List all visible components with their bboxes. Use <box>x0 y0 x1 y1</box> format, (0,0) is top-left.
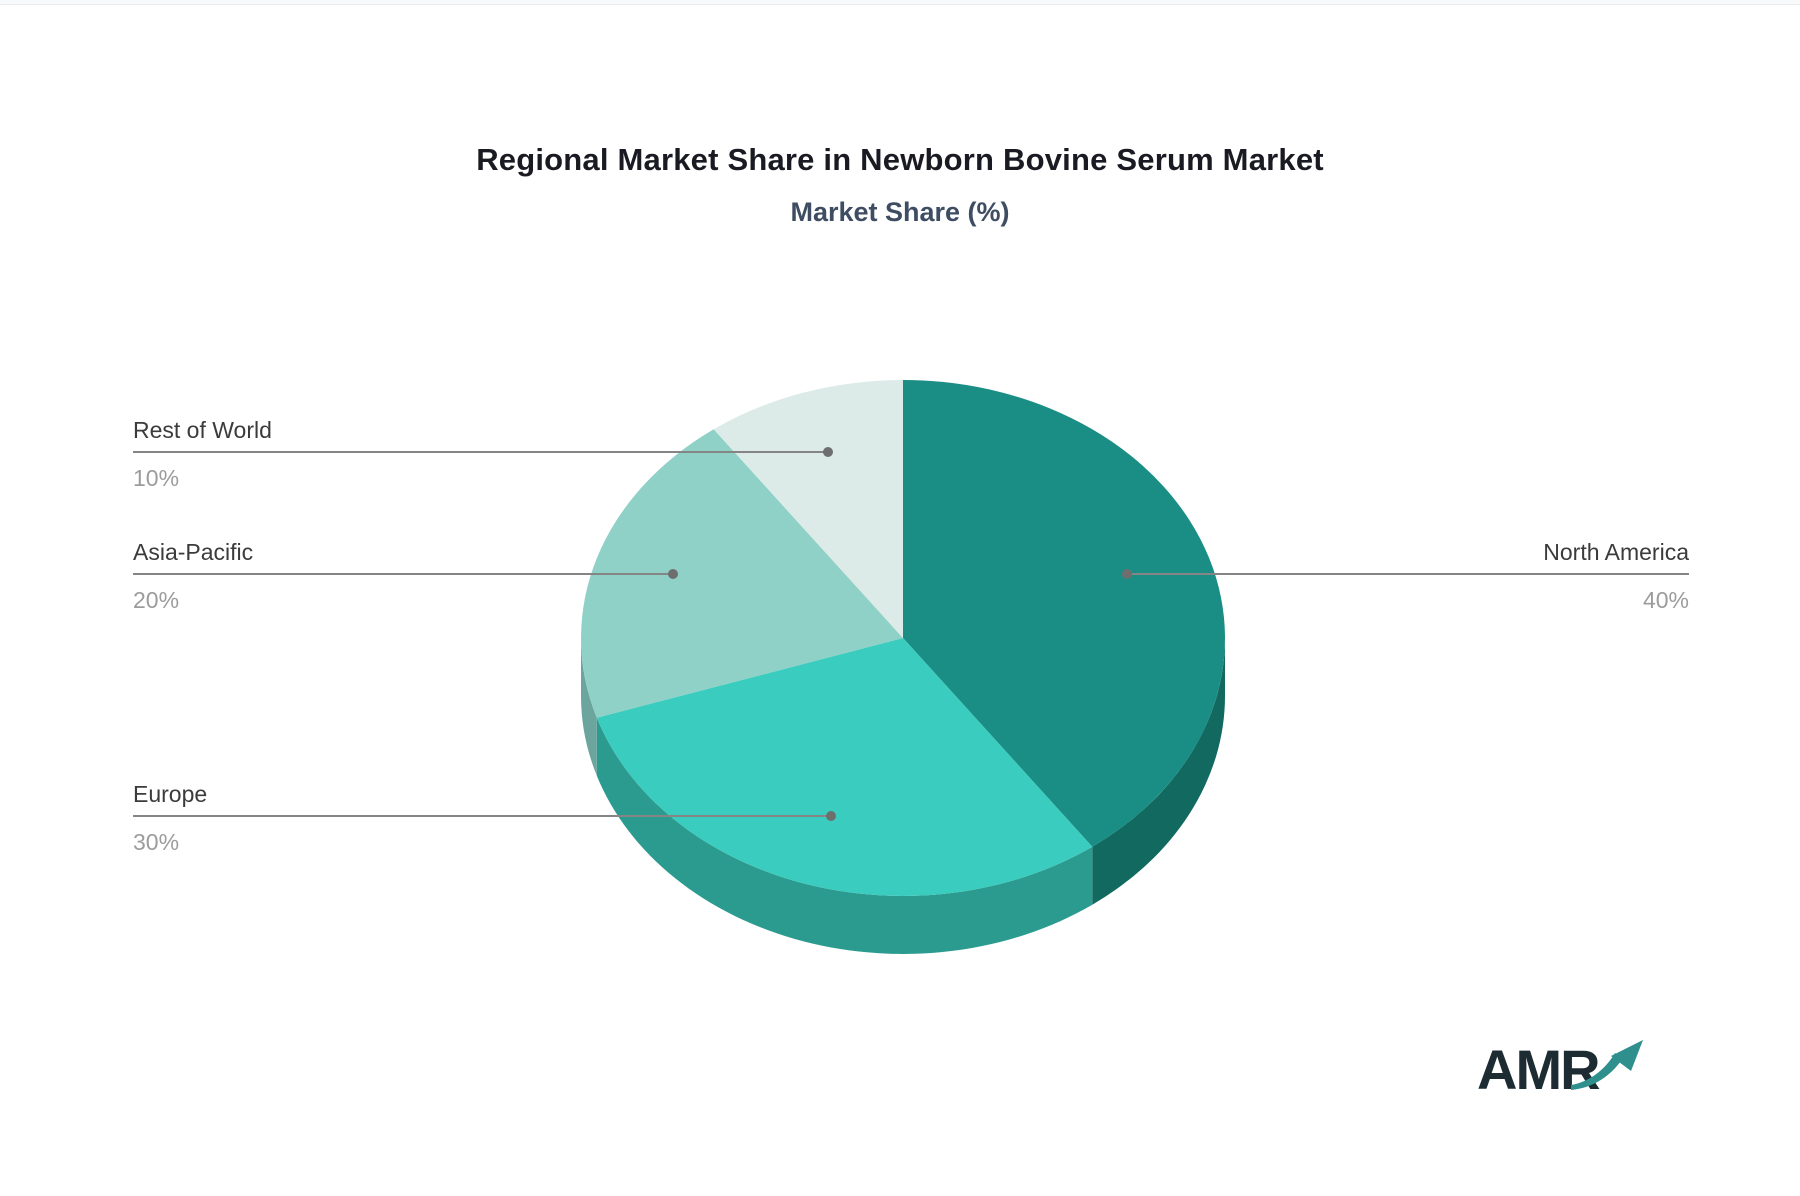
pie-slice-asia-pacific <box>581 429 903 718</box>
callout-pct-rest-of-world: 10% <box>133 465 180 491</box>
growth-arrow-icon <box>1571 1040 1643 1090</box>
leader-dot-europe <box>826 811 836 821</box>
leader-dot-north-america <box>1122 569 1132 579</box>
callout-label-north-america: North America <box>1543 539 1689 565</box>
callout-pct-europe: 30% <box>133 829 180 855</box>
callout-pct-asia-pacific: 20% <box>133 587 180 613</box>
arrow-head <box>1611 1040 1643 1071</box>
chart-title: Regional Market Share in Newborn Bovine … <box>476 142 1324 177</box>
pie-side-asia-pacific <box>581 638 597 776</box>
pie-slice-europe <box>596 638 1093 896</box>
pie-side-north-america <box>1092 638 1225 905</box>
amr-logo: AMR <box>1477 1034 1667 1110</box>
callout-pct-north-america: 40% <box>1642 587 1689 613</box>
arrow-swoosh <box>1571 1053 1623 1090</box>
callout-label-asia-pacific: Asia-Pacific <box>133 539 254 565</box>
leader-dot-asia-pacific <box>668 569 678 579</box>
chart-subtitle: Market Share (%) <box>790 197 1010 227</box>
leader-dot-rest-of-world <box>823 447 833 457</box>
pie-slice-north-america <box>903 380 1225 847</box>
callout-label-europe: Europe <box>133 781 208 807</box>
amr-logo-text: AMR <box>1477 1038 1601 1101</box>
window-top-border <box>0 0 1800 5</box>
callout-label-rest-of-world: Rest of World <box>133 417 272 443</box>
pie-side-europe <box>596 717 1093 954</box>
pie-slice-rest-of-world <box>713 380 903 638</box>
